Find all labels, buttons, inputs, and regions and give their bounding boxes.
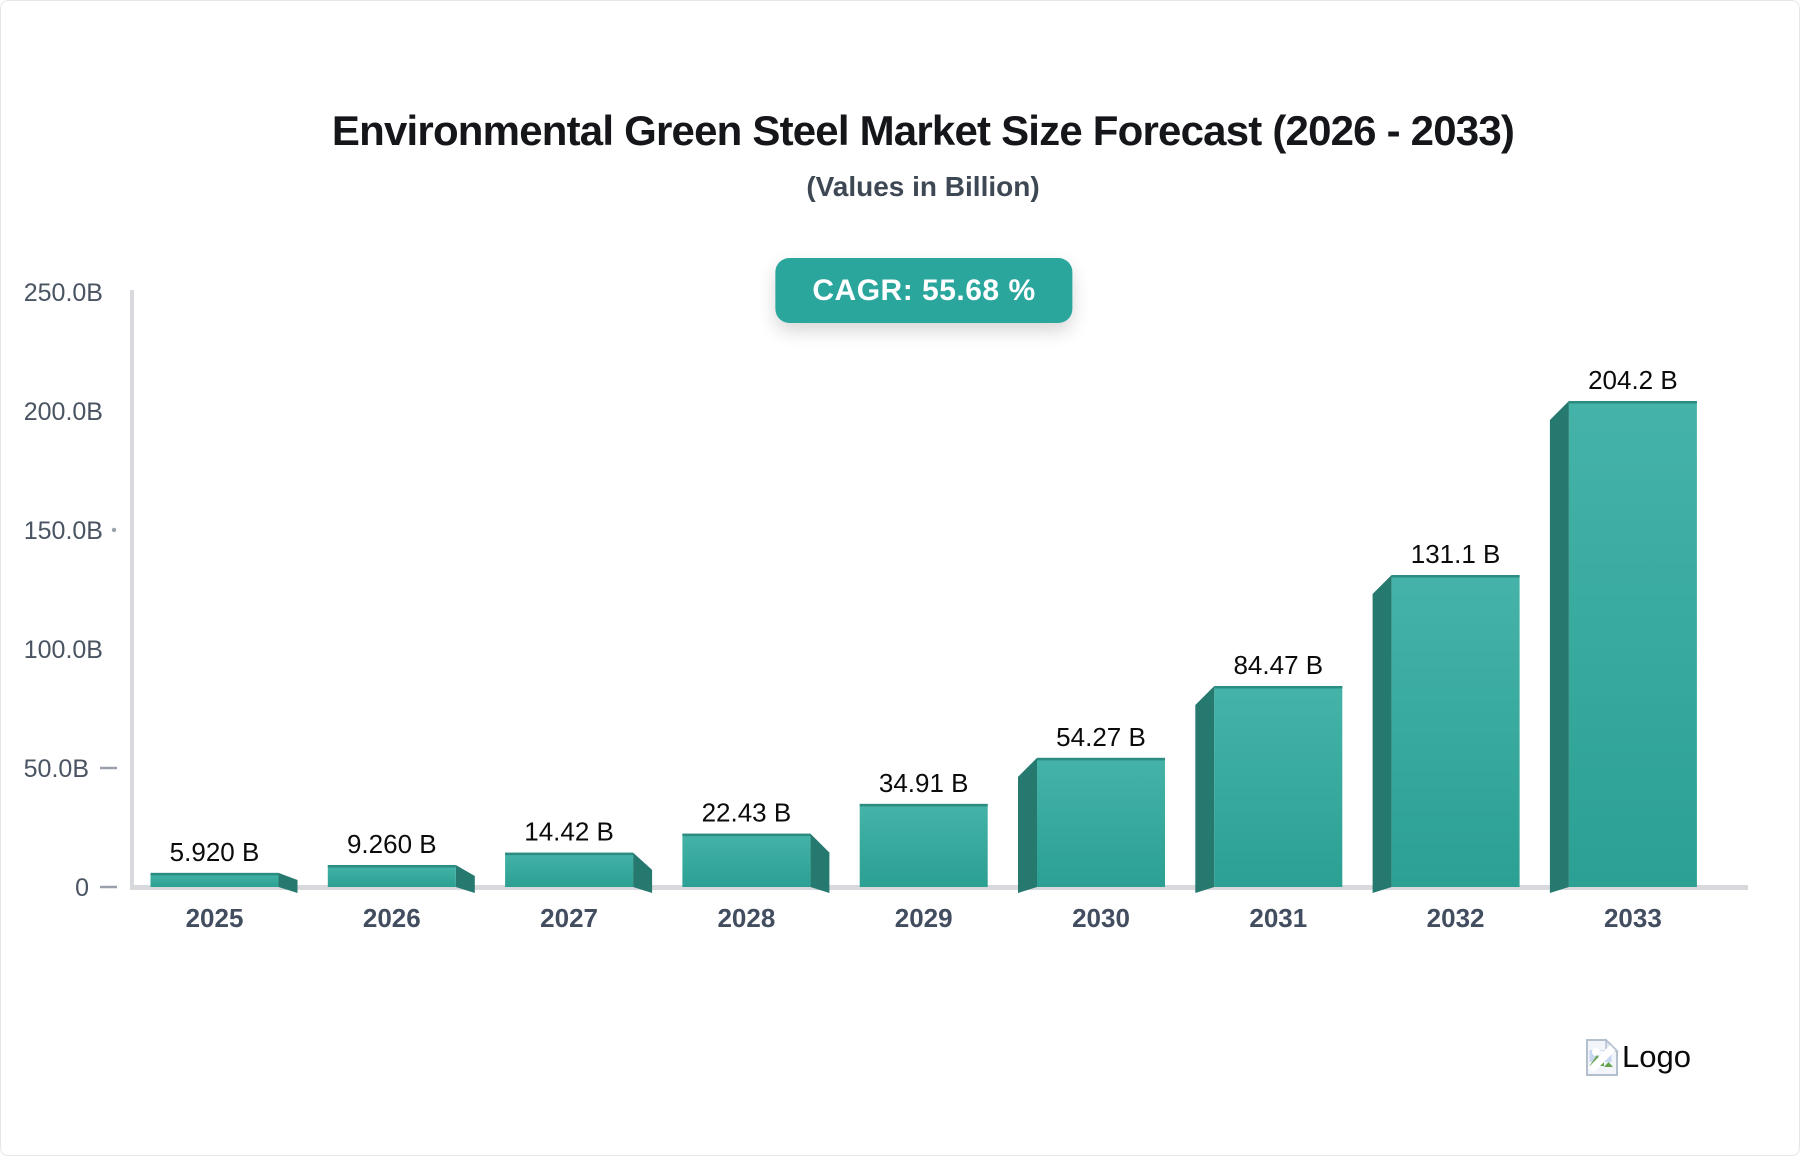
- x-axis-line: [130, 885, 1748, 890]
- bar-face: [505, 852, 634, 887]
- bar-2033: 204.2 B 2033: [1549, 365, 1697, 933]
- bar-side: [633, 852, 653, 893]
- bar-face: [1037, 757, 1165, 887]
- bar-value-label: 9.260 B: [347, 829, 437, 859]
- y-tick-label: 50.0B: [24, 755, 89, 783]
- x-tick-label: 2032: [1427, 903, 1485, 933]
- x-tick-label: 2029: [895, 903, 953, 933]
- x-tick-label: 2031: [1249, 903, 1307, 933]
- bar-2027: 14.42 B 2027: [505, 817, 653, 933]
- x-tick-label: 2027: [540, 903, 598, 933]
- y-tick-label: 250.0B: [24, 279, 103, 307]
- x-tick-label: 2028: [717, 903, 775, 933]
- bar-face: [1214, 685, 1343, 887]
- chart-subtitle: (Values in Billion): [806, 171, 1040, 202]
- logo: Logo: [1584, 1037, 1691, 1077]
- bar-face: [327, 864, 456, 887]
- bar-2026: 9.260 B 2026: [327, 829, 475, 933]
- x-tick-label: 2033: [1604, 903, 1662, 933]
- logo-text: Logo: [1622, 1039, 1691, 1074]
- y-tick-label: 150.0B: [24, 517, 103, 545]
- bar-face: [1391, 574, 1520, 887]
- bar-value-label: 5.920 B: [170, 837, 260, 867]
- y-axis-line: [130, 290, 134, 890]
- x-tick-label: 2030: [1072, 903, 1130, 933]
- bar-2031: 84.47 B 2031: [1195, 650, 1343, 933]
- y-tick-label: 100.0B: [24, 636, 103, 664]
- bar-side: [455, 864, 475, 893]
- bar-side: [278, 872, 298, 893]
- bar-value-label: 14.42 B: [524, 817, 614, 847]
- y-tick-label: 0: [75, 874, 89, 902]
- bar-2029: 34.91 B 2029: [859, 768, 988, 933]
- bar-face: [859, 803, 988, 887]
- cagr-badge-label: CAGR: 55.68 %: [812, 274, 1036, 307]
- bar-2028: 22.43 B 2028: [682, 798, 830, 933]
- bar-side: [1549, 401, 1569, 893]
- bar-value-label: 54.27 B: [1056, 722, 1146, 752]
- bar-side: [1195, 685, 1215, 893]
- cagr-badge: CAGR: 55.68 %: [775, 258, 1073, 323]
- broken-image-icon: [1586, 1038, 1619, 1076]
- bar-face: [1568, 401, 1697, 887]
- chart-title: Environmental Green Steel Market Size Fo…: [331, 107, 1515, 154]
- bar-face: [682, 833, 811, 887]
- bar-value-label: 34.91 B: [879, 768, 969, 798]
- bar-value-label: 131.1 B: [1411, 539, 1501, 569]
- bar-side: [1372, 574, 1392, 893]
- bar-2032: 131.1 B 2032: [1372, 539, 1520, 933]
- bar-side: [1018, 757, 1037, 893]
- y-tick-label: 200.0B: [24, 398, 103, 426]
- bar-value-label: 22.43 B: [702, 798, 792, 828]
- bar-value-label: 204.2 B: [1588, 365, 1678, 395]
- bar-value-label: 84.47 B: [1233, 650, 1323, 680]
- x-tick-label: 2026: [363, 903, 421, 933]
- bar-side: [810, 833, 830, 893]
- y-tick-dot: [111, 527, 117, 533]
- x-tick-label: 2025: [186, 903, 244, 933]
- bar-2025: 5.920 B 2025: [150, 837, 298, 933]
- bar-face: [150, 872, 279, 887]
- bar-2030: 54.27 B 2030: [1018, 722, 1165, 933]
